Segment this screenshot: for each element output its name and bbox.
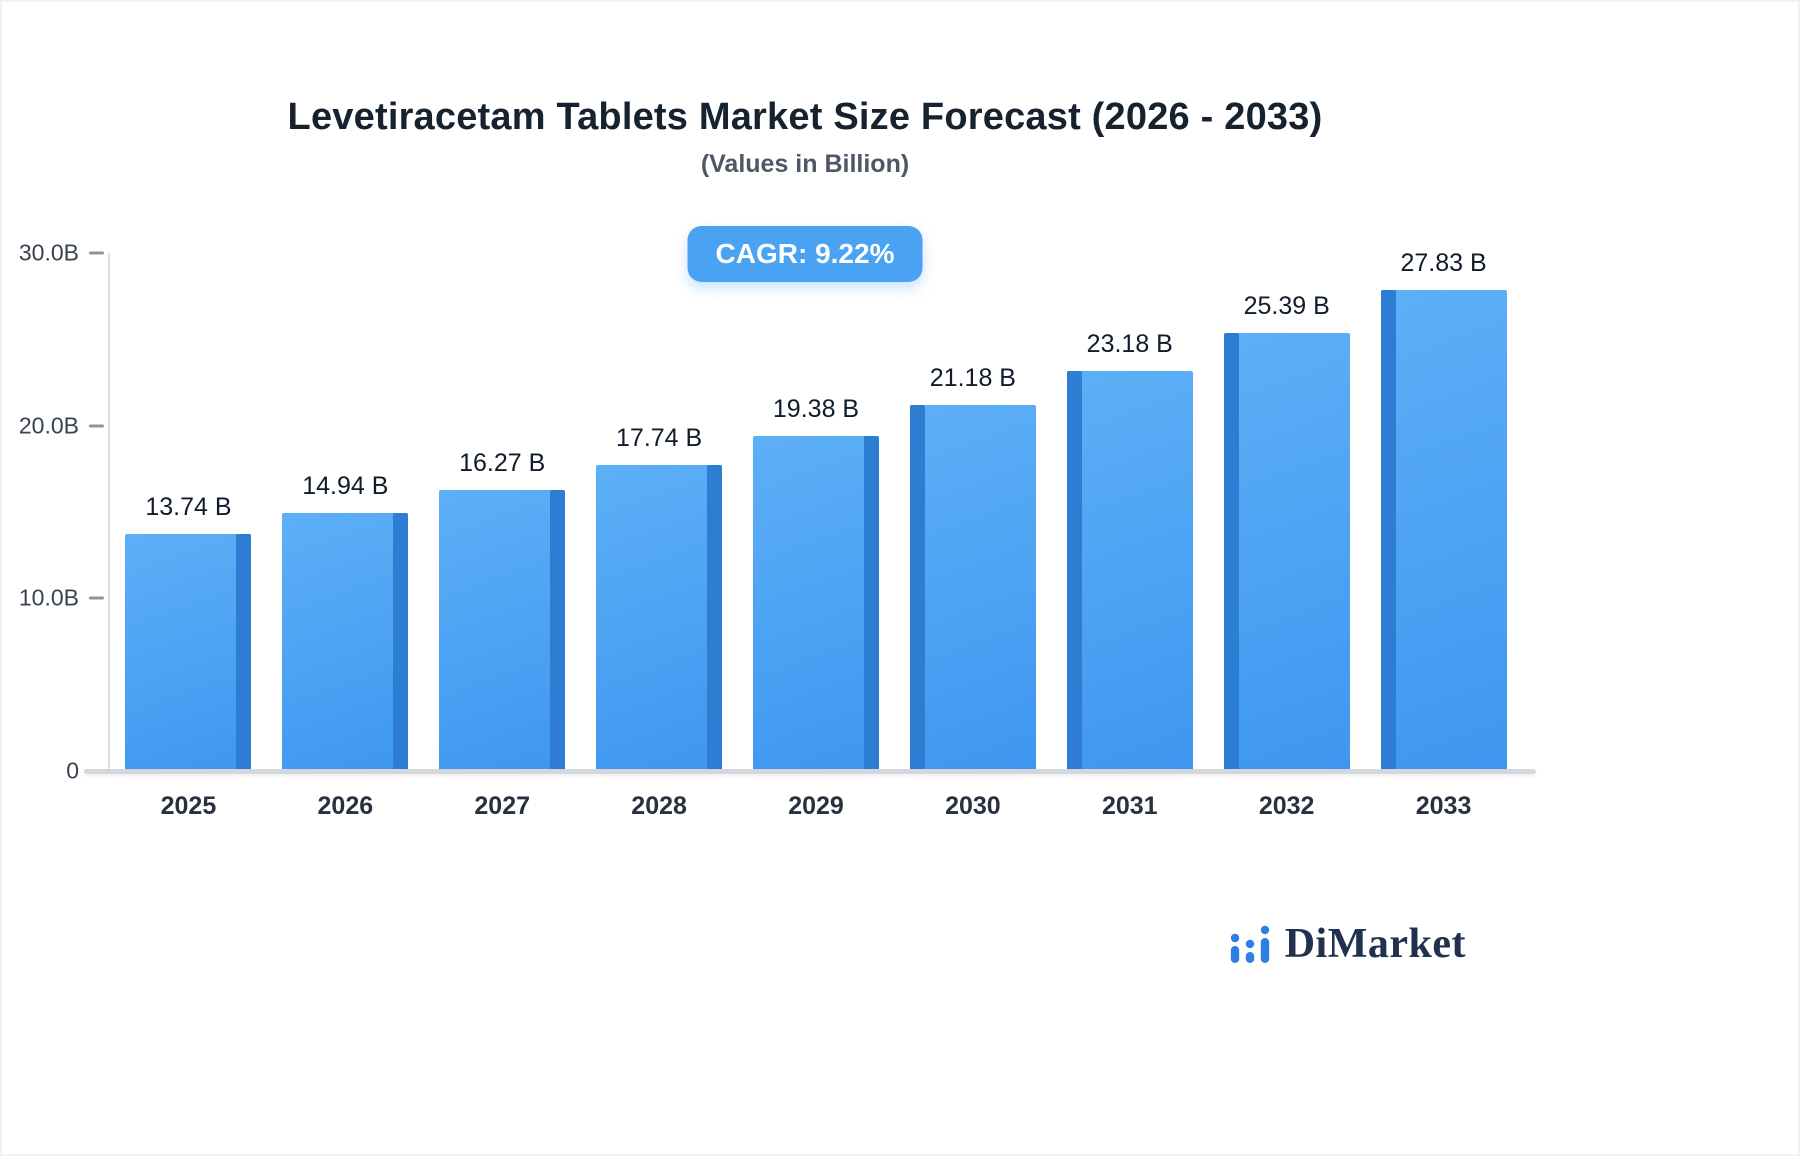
dimarket-logo: DiMarket [1227, 920, 1466, 968]
bar-value-label: 13.74 B [145, 492, 232, 521]
chart-title: Levetiracetam Tablets Market Size Foreca… [287, 96, 1323, 138]
x-axis-label: 2028 [631, 792, 687, 820]
y-tick-mark [89, 596, 104, 600]
bar-value-label: 27.83 B [1400, 249, 1487, 278]
bar-side-face [236, 533, 252, 771]
y-tick-label: 0 [66, 757, 79, 784]
x-axis-line [84, 769, 1536, 774]
x-axis-label: 2025 [160, 792, 217, 820]
bar-2032: 25.39 B 2032 [1223, 292, 1350, 820]
bar-value-label: 19.38 B [772, 395, 860, 424]
bar-face [1223, 332, 1350, 771]
y-tick-label: 30.0B [18, 239, 79, 266]
bar-2025: 13.74 B 2025 [125, 493, 252, 820]
bar-2028: 17.74 B 2028 [596, 424, 723, 820]
bar-side-face [393, 513, 409, 771]
bar-value-label: 14.94 B [302, 472, 389, 501]
bar-value-label: 21.18 B [929, 364, 1016, 393]
plot-area: 13.74 B 2025 14.94 B 2026 16.27 B 2027 17.74 B… [19, 240, 1536, 820]
bar-value-label: 25.39 B [1243, 291, 1330, 320]
x-axis-label: 2030 [945, 792, 1001, 820]
x-axis-label: 2033 [1415, 792, 1472, 820]
bar-face [282, 513, 409, 771]
dimarket-logo-text: DiMarket [1284, 921, 1466, 967]
y-tick-mark [89, 424, 104, 428]
x-axis-label: 2027 [474, 792, 531, 820]
bar-face [596, 464, 723, 771]
bar-side-face [1380, 290, 1396, 771]
y-tick: 20.0B [19, 412, 104, 439]
chart-subtitle: (Values in Billion) [700, 150, 910, 178]
bar-side-face [550, 490, 566, 771]
bar-2026: 14.94 B 2026 [282, 472, 409, 820]
bar-side-face [864, 436, 879, 771]
y-tick-mark [89, 251, 104, 255]
bar-side-face [1223, 332, 1239, 771]
bar-face [439, 490, 566, 771]
y-tick: 30.0B [19, 240, 104, 267]
bar-2031: 23.18 B 2031 [1066, 330, 1193, 820]
bar-side-face [1066, 370, 1082, 771]
cagr-badge: CAGR: 9.22% [687, 226, 923, 282]
y-tick: 10.0B [19, 585, 104, 612]
bar-value-label: 23.18 B [1086, 329, 1173, 358]
x-axis-label: 2026 [317, 792, 374, 820]
x-axis-label: 2029 [788, 792, 844, 820]
bar-value-label: 17.74 B [616, 423, 703, 452]
bars-container: 13.74 B 2025 14.94 B 2026 16.27 B 2027 17.74 B… [110, 249, 1522, 820]
bar-side-face [707, 464, 723, 771]
bar-face [909, 405, 1036, 771]
bar-face [125, 533, 252, 771]
bar-2030: 21.18 B 2030 [909, 364, 1036, 820]
bar-value-label: 16.27 B [459, 449, 546, 478]
x-axis-label: 2032 [1258, 792, 1315, 820]
y-tick-label: 20.0B [18, 412, 79, 439]
bar-2029: 19.38 B 2029 [753, 395, 879, 820]
y-tick-label: 10.0B [18, 584, 79, 611]
bar-face [1380, 290, 1507, 771]
bar-chart-icon [1230, 925, 1269, 963]
x-axis-label: 2031 [1101, 792, 1158, 820]
bar-2027: 16.27 B 2027 [439, 449, 566, 820]
bar-side-face [909, 405, 925, 771]
bar-face [1066, 370, 1193, 771]
bar-2033: 27.83 B 2033 [1380, 249, 1507, 820]
bar-face [753, 436, 879, 771]
y-axis-line [108, 253, 110, 771]
